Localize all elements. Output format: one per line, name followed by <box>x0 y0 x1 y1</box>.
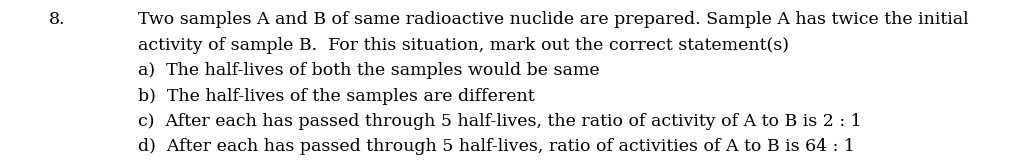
Text: Two samples A and B of same radioactive nuclide are prepared. Sample A has twice: Two samples A and B of same radioactive … <box>138 11 969 28</box>
Text: b)  The half-lives of the samples are different: b) The half-lives of the samples are dif… <box>138 88 535 105</box>
Text: 8.: 8. <box>49 11 66 28</box>
Text: c)  After each has passed through 5 half-lives, the ratio of activity of A to B : c) After each has passed through 5 half-… <box>138 113 862 130</box>
Text: activity of sample B.  For this situation, mark out the correct statement(s): activity of sample B. For this situation… <box>138 37 790 54</box>
Text: d)  After each has passed through 5 half-lives, ratio of activities of A to B is: d) After each has passed through 5 half-… <box>138 138 855 156</box>
Text: a)  The half-lives of both the samples would be same: a) The half-lives of both the samples wo… <box>138 62 600 79</box>
